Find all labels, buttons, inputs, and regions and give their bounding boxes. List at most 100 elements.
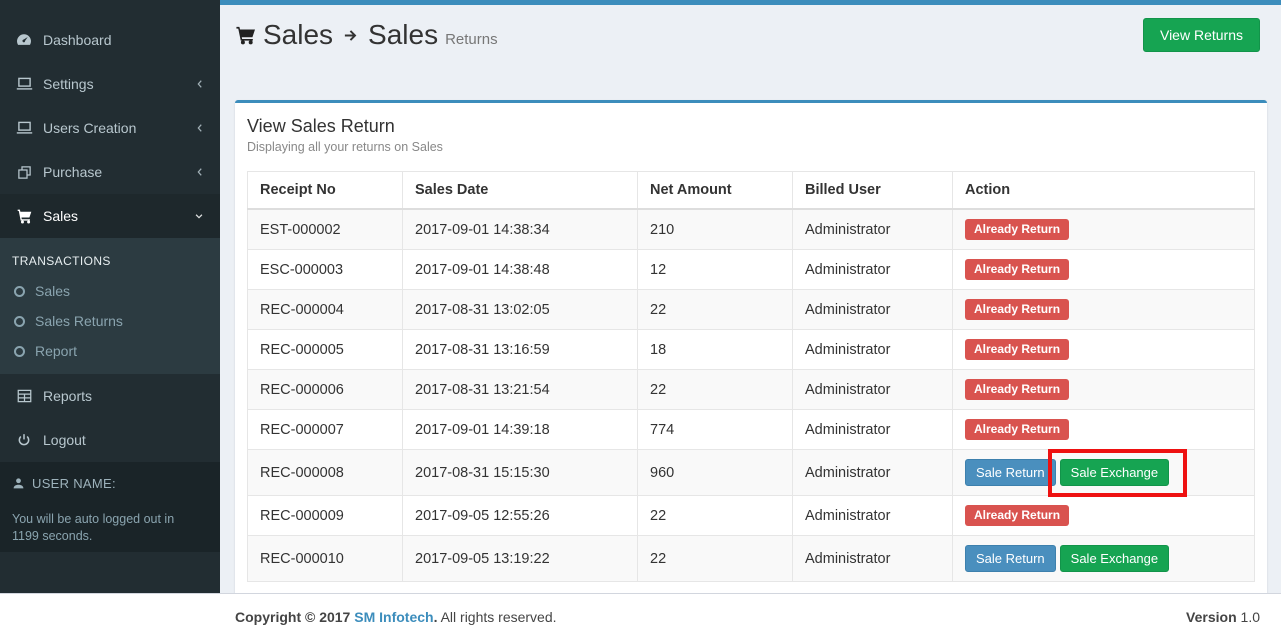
table-row: REC-000010 2017-09-05 13:19:22 22 Administr… — [247, 535, 1255, 582]
laptop-icon — [15, 76, 33, 92]
sales-date-cell: 2017-08-31 13:16:59 — [402, 329, 638, 370]
receipt-no-cell: REC-000009 — [247, 495, 403, 536]
net-amount-cell: 22 — [637, 495, 793, 536]
receipt-no-cell: REC-000010 — [247, 535, 403, 582]
receipt-no-cell: REC-000004 — [247, 289, 403, 330]
copyright-text: Copyright © 2017 SM Infotech. All rights… — [235, 608, 557, 625]
annotation-highlight-box: Sale Exchange — [1047, 449, 1188, 497]
table-icon — [15, 388, 33, 404]
footer: Copyright © 2017 SM Infotech. All rights… — [0, 593, 1281, 639]
already-return-badge: Already Return — [965, 219, 1070, 240]
net-amount-cell: 12 — [637, 249, 793, 290]
view-returns-button[interactable]: View Returns — [1142, 18, 1260, 52]
sales-date-cell: 2017-08-31 15:15:30 — [402, 449, 638, 496]
sidebar-item-label: Sales — [43, 208, 79, 224]
version-text: Version 1.0 — [1186, 608, 1260, 625]
action-cell: Already Return — [952, 249, 1255, 290]
billed-user-cell: Administrator — [792, 329, 953, 370]
circle-icon — [14, 315, 25, 327]
submenu-header: TRANSACTIONS — [12, 254, 111, 268]
net-amount-cell: 18 — [637, 329, 793, 370]
receipt-no-cell: REC-000006 — [247, 369, 403, 410]
action-cell: Already Return — [952, 289, 1255, 330]
column-header: Billed User — [792, 171, 953, 210]
sidebar-item-label: Users Creation — [43, 120, 137, 136]
table-row: ESC-000003 2017-09-01 14:38:48 12 Administr… — [247, 249, 1255, 290]
arrow-right-icon — [343, 28, 358, 43]
table-header-row: Receipt No Sales Date Net Amount Billed Use… — [247, 171, 1255, 210]
submenu-item-sales-returns[interactable]: Sales Returns — [0, 306, 220, 336]
table-row: REC-000006 2017-08-31 13:21:54 22 Administr… — [247, 369, 1255, 410]
sidebar-item-settings[interactable]: Settings — [0, 62, 220, 106]
net-amount-cell: 210 — [637, 208, 793, 250]
receipt-no-cell: REC-000005 — [247, 329, 403, 370]
sidebar-item-logout[interactable]: Logout — [0, 418, 220, 462]
action-cell: Sale Return Sale Exchange — [952, 535, 1255, 582]
page-title-sub: Returns — [445, 31, 498, 48]
sale-return-button[interactable]: Sale Return — [965, 459, 1056, 486]
table-row: REC-000005 2017-08-31 13:16:59 18 Administr… — [247, 329, 1255, 370]
receipt-no-cell: EST-000002 — [247, 208, 403, 250]
sales-date-cell: 2017-08-31 13:02:05 — [402, 289, 638, 330]
submenu-item-label: Sales Returns — [35, 313, 123, 329]
sidebar-item-dashboard[interactable]: Dashboard — [0, 18, 220, 62]
table-row: REC-000004 2017-08-31 13:02:05 22 Administr… — [247, 289, 1255, 330]
sales-date-cell: 2017-09-01 14:38:48 — [402, 249, 638, 290]
already-return-badge: Already Return — [965, 299, 1070, 320]
table-row: REC-000007 2017-09-01 14:39:18 774 Administ… — [247, 409, 1255, 450]
content-area: Sales Sales Returns View Returns View Sa… — [220, 0, 1281, 598]
sidebar-item-reports[interactable]: Reports — [0, 374, 220, 418]
page-title-secondary: Sales — [368, 19, 439, 50]
submenu-item-sales[interactable]: Sales — [0, 276, 220, 306]
billed-user-cell: Administrator — [792, 208, 953, 250]
circle-icon — [14, 345, 25, 357]
already-return-badge: Already Return — [965, 419, 1070, 440]
billed-user-cell: Administrator — [792, 409, 953, 450]
action-cell: Already Return — [952, 495, 1255, 536]
already-return-badge: Already Return — [965, 339, 1070, 360]
user-name-label: USER NAME: — [32, 476, 116, 491]
chevron-left-icon — [195, 166, 205, 178]
sidebar-item-users-creation[interactable]: Users Creation — [0, 106, 220, 150]
sidebar-item-label: Reports — [43, 388, 93, 404]
chevron-down-icon — [193, 211, 205, 221]
page-title: Sales Sales Returns — [235, 19, 1260, 51]
submenu-item-label: Report — [35, 343, 78, 359]
column-header: Action — [952, 171, 1255, 210]
sidebar-item-label: Purchase — [43, 164, 103, 180]
sales-date-cell: 2017-08-31 13:21:54 — [402, 369, 638, 410]
submenu-item-report[interactable]: Report — [0, 336, 220, 366]
sale-exchange-button[interactable]: Sale Exchange — [1059, 545, 1170, 572]
company-link[interactable]: SM Infotech — [354, 608, 434, 625]
sale-return-button[interactable]: Sale Return — [965, 545, 1056, 572]
net-amount-cell: 22 — [637, 535, 793, 582]
circle-icon — [14, 285, 25, 297]
table-row: REC-000009 2017-09-05 12:55:26 22 Administr… — [247, 495, 1255, 536]
sales-date-cell: 2017-09-01 14:39:18 — [402, 409, 638, 450]
already-return-badge: Already Return — [965, 379, 1070, 400]
sidebar-item-purchase[interactable]: Purchase — [0, 150, 220, 194]
sales-date-cell: 2017-09-05 13:19:22 — [402, 535, 638, 582]
sale-exchange-button[interactable]: Sale Exchange — [1059, 459, 1170, 486]
sidebar-menu: Dashboard Settings Users Creation — [0, 0, 220, 462]
action-cell: Already Return — [952, 329, 1255, 370]
chevron-left-icon — [195, 78, 205, 90]
panel-title: View Sales Return — [247, 116, 395, 136]
billed-user-cell: Administrator — [792, 449, 953, 496]
billed-user-cell: Administrator — [792, 495, 953, 536]
net-amount-cell: 960 — [637, 449, 793, 496]
sidebar-item-label: Logout — [43, 432, 86, 448]
column-header: Sales Date — [402, 171, 638, 210]
auto-logout-note: You will be auto logged out in 1199 seco… — [12, 512, 175, 543]
cart-icon — [15, 208, 33, 224]
receipt-no-cell: ESC-000003 — [247, 249, 403, 290]
sales-return-panel: View Sales Return Displaying all your re… — [235, 100, 1267, 598]
cart-icon — [235, 26, 256, 45]
action-cell: Already Return — [952, 409, 1255, 450]
submenu-item-label: Sales — [35, 283, 71, 299]
chevron-left-icon — [195, 122, 205, 134]
sidebar-item-sales[interactable]: Sales — [0, 194, 220, 238]
sidebar-user-panel: USER NAME: You will be auto logged out i… — [0, 462, 220, 552]
panel-subtitle: Displaying all your returns on Sales — [247, 140, 443, 154]
